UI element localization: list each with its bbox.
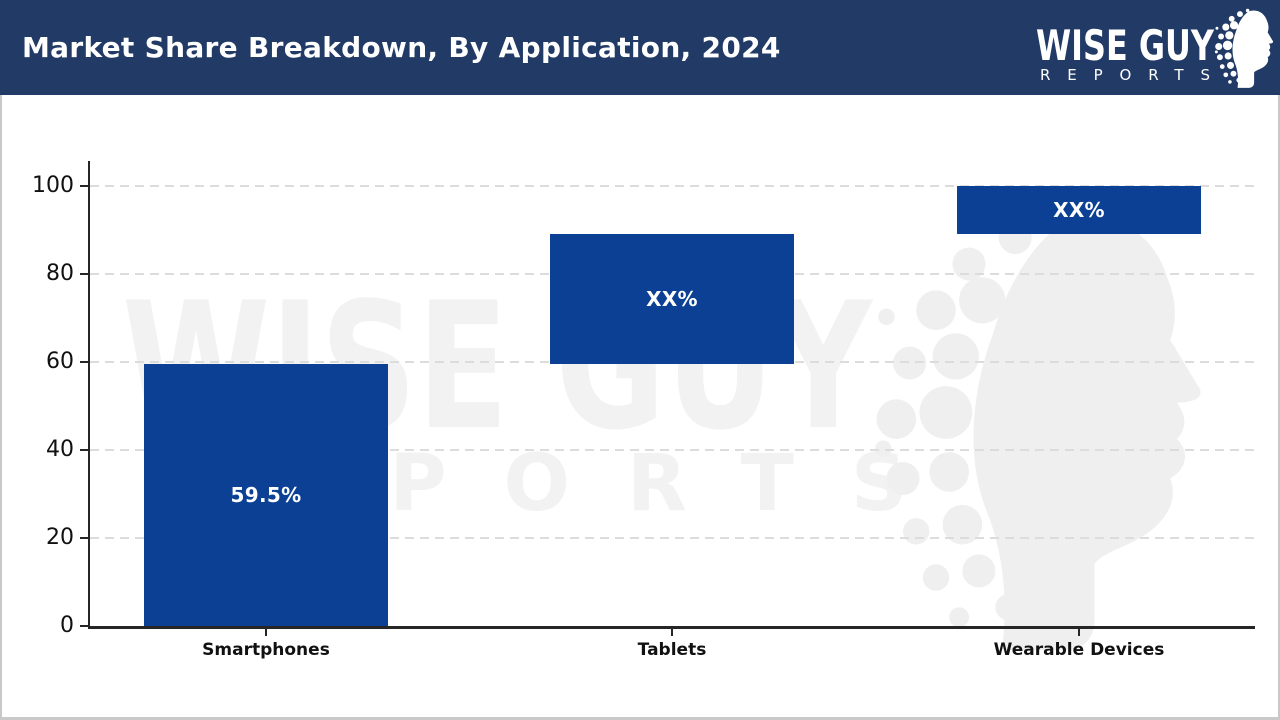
gridline	[90, 449, 1255, 451]
brand-logo: WISE GUY REPORTS	[1036, 8, 1274, 88]
y-tick-mark	[80, 185, 88, 187]
x-axis-spine	[88, 626, 1255, 629]
plot-area: 0 20 40 60 80 100 Smartphones Tablets Wearable D…	[2, 95, 1280, 720]
gridline	[90, 537, 1255, 539]
y-tick-mark	[80, 625, 88, 627]
chart-title: Market Share Breakdown, By Application, …	[22, 31, 781, 64]
y-tick-label: 100	[32, 173, 74, 198]
header-bar: Market Share Breakdown, By Application, …	[0, 0, 1280, 95]
chart-card: WISE GUY REPORTS 020406080100Smartphones…	[0, 95, 1280, 720]
y-tick-label: 20	[46, 525, 74, 550]
bar-tablets: XX%	[550, 234, 794, 365]
y-tick-label: 40	[46, 437, 74, 462]
bar-value-label: XX%	[646, 287, 698, 312]
y-tick-label: 0	[60, 613, 74, 638]
logo-wordmark: WISE GUY	[1036, 21, 1214, 70]
bar-value-label: 59.5%	[230, 483, 302, 508]
x-category-label: Tablets	[637, 640, 707, 660]
x-category-label: Smartphones	[202, 640, 330, 660]
x-tick-mark	[265, 628, 267, 636]
x-tick-mark	[671, 628, 673, 636]
bar-smartphones: 59.5%	[144, 364, 388, 626]
bar-value-label: XX%	[1053, 198, 1105, 223]
y-tick-mark	[80, 361, 88, 363]
y-axis-spine	[88, 161, 90, 628]
y-tick-label: 60	[46, 349, 74, 374]
y-tick-mark	[80, 273, 88, 275]
y-tick-mark	[80, 449, 88, 451]
x-tick-mark	[1078, 628, 1080, 636]
y-tick-label: 80	[46, 261, 74, 286]
bar-wearable-devices: XX%	[957, 186, 1201, 235]
y-tick-mark	[80, 537, 88, 539]
x-category-label: Wearable Devices	[993, 640, 1165, 660]
gridline	[90, 185, 1255, 187]
face-profile-dots-icon	[1214, 8, 1274, 88]
